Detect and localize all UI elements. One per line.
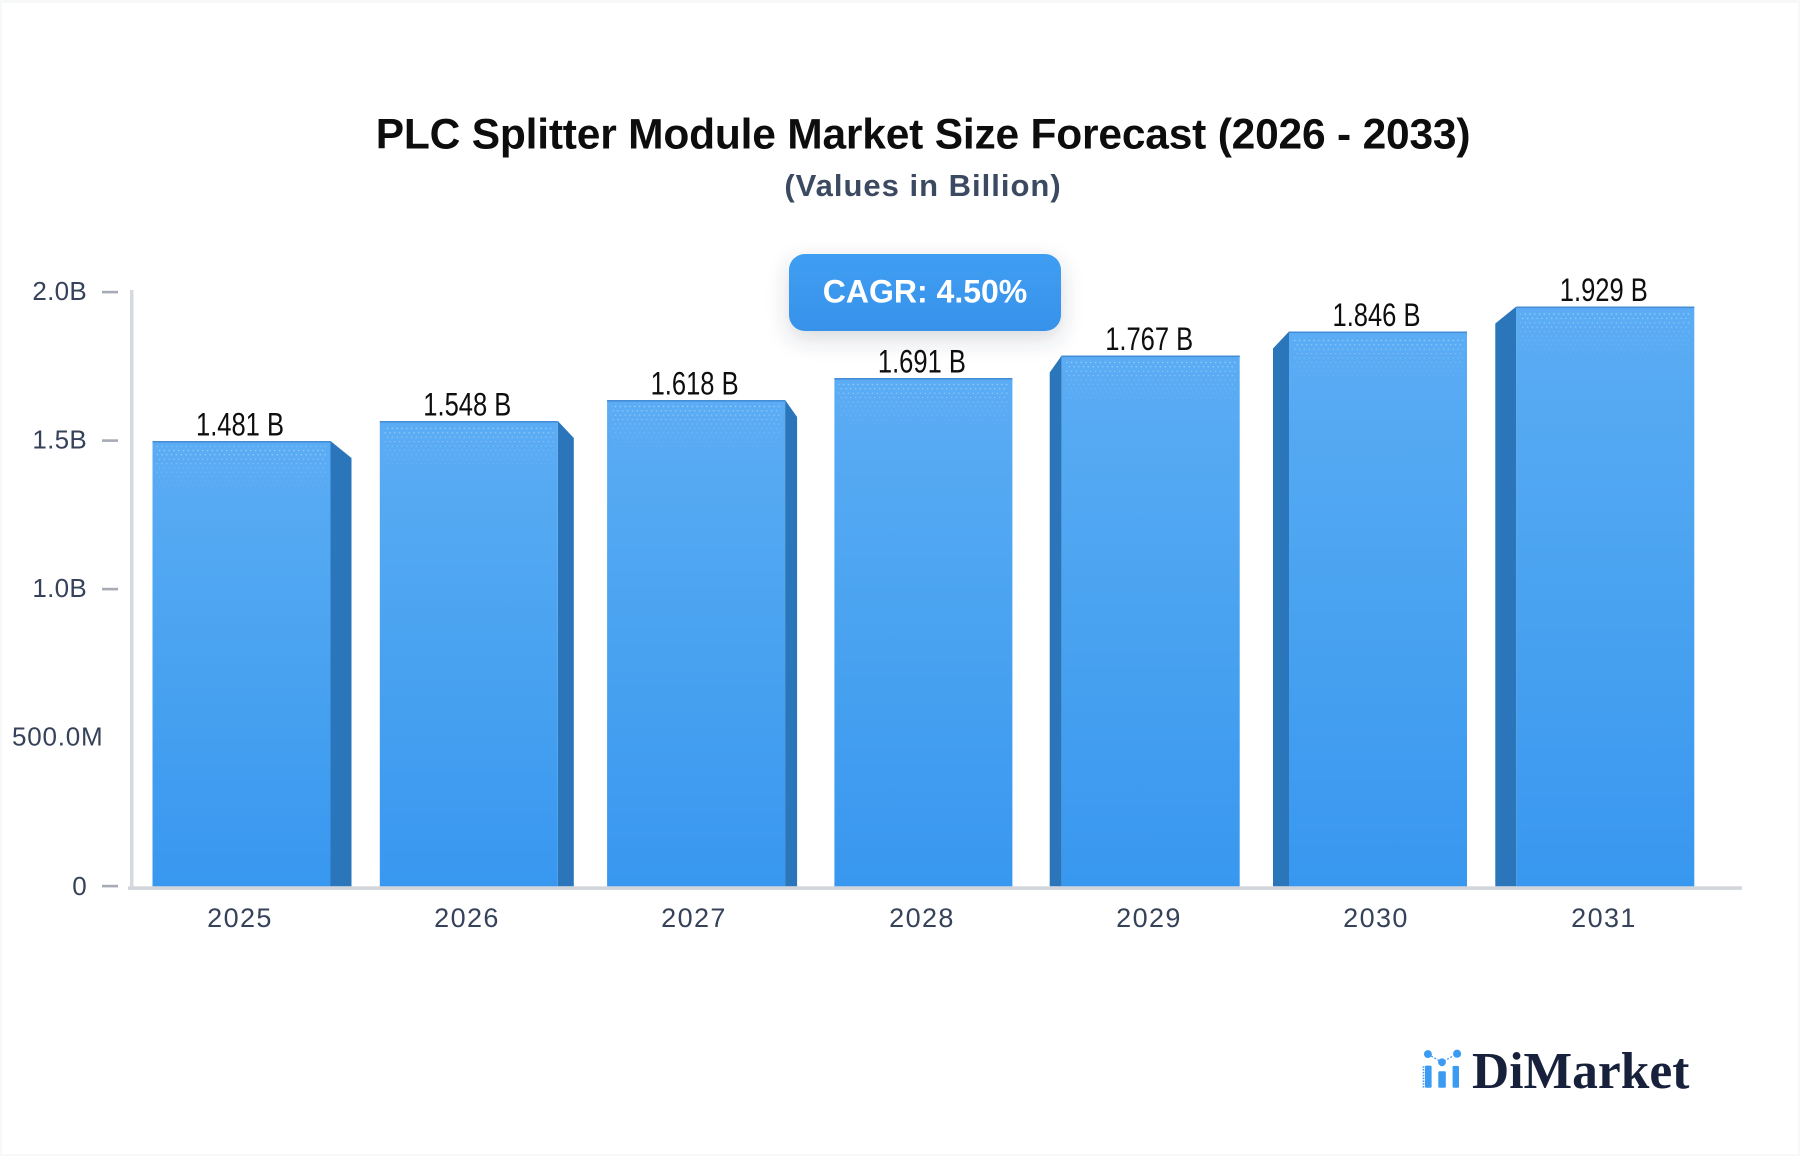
svg-text:0: 0 xyxy=(72,871,87,901)
svg-text:1.481 B: 1.481 B xyxy=(196,407,284,443)
svg-text:PLC Splitter Module Market Siz: PLC Splitter Module Market Size Forecast… xyxy=(376,112,1471,159)
svg-text:1.618 B: 1.618 B xyxy=(651,366,739,402)
svg-text:2029: 2029 xyxy=(1116,903,1182,933)
svg-text:2030: 2030 xyxy=(1343,903,1409,933)
svg-text:CAGR: 4.50%: CAGR: 4.50% xyxy=(823,274,1028,310)
svg-text:2.0B: 2.0B xyxy=(32,276,87,306)
svg-text:2026: 2026 xyxy=(434,903,500,933)
svg-text:1.846 B: 1.846 B xyxy=(1333,297,1421,333)
svg-text:2027: 2027 xyxy=(661,903,727,933)
svg-text:1.767 B: 1.767 B xyxy=(1105,321,1193,357)
svg-text:DiMarket: DiMarket xyxy=(1472,1043,1689,1100)
svg-text:2031: 2031 xyxy=(1571,903,1637,933)
svg-text:1.929 B: 1.929 B xyxy=(1560,272,1648,308)
svg-text:2025: 2025 xyxy=(207,903,273,933)
svg-text:1.0B: 1.0B xyxy=(32,573,87,603)
svg-text:1.548 B: 1.548 B xyxy=(423,387,511,423)
svg-text:2028: 2028 xyxy=(889,903,955,933)
svg-text:1.5B: 1.5B xyxy=(32,425,87,455)
svg-text:500.0M: 500.0M xyxy=(12,722,104,752)
svg-text:(Values in Billion): (Values in Billion) xyxy=(784,168,1061,203)
svg-text:1.691 B: 1.691 B xyxy=(878,344,966,380)
